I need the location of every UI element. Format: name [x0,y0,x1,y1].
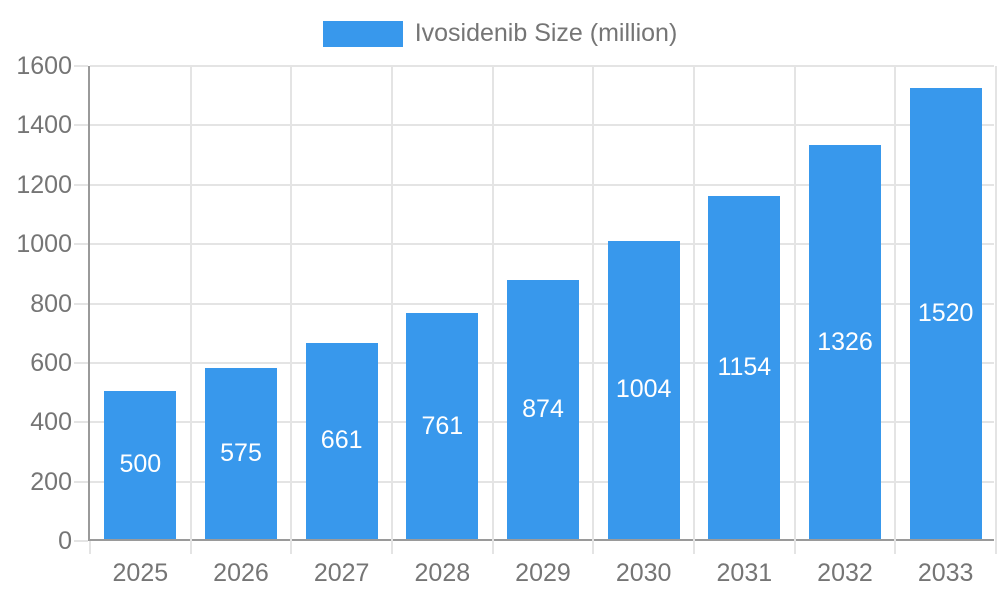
bar-value-label: 1520 [917,298,974,327]
x-gridline [995,66,997,541]
x-axis-label: 2026 [213,559,269,587]
x-gridline [693,66,695,541]
y-gridline [90,243,994,246]
bar-2028: 761 [406,313,479,539]
bar-2032: 1326 [809,145,881,539]
x-gridline [793,66,796,541]
y-axis-tick [74,540,88,542]
plot-area: 0 200 400 600 800 1000 1200 1400 1600 500 2025 575 2… [16,52,997,587]
y-axis-tick [74,421,88,424]
x-axis-tick [491,541,494,554]
bar-2029: 874 [507,279,579,539]
bar-value-label: 575 [220,439,262,468]
legend-item[interactable]: Ivosidenib Size (million) [322,19,678,48]
x-axis-tick [89,541,91,554]
y-axis-tick [74,65,88,67]
bar-2030: 1004 [607,240,680,539]
legend: Ivosidenib Size (million) [0,19,1000,48]
y-axis-tick [74,243,88,246]
y-axis-label: 1600 [16,52,72,80]
bar-2025: 500 [104,390,177,539]
y-axis-tick [74,480,88,483]
x-axis-label: 2025 [112,559,169,587]
y-axis-tick [74,361,88,364]
x-axis-tick [995,541,997,554]
x-axis-label: 2028 [414,559,471,587]
x-gridline [189,66,192,541]
x-axis-label: 2032 [817,559,873,587]
bar-value-label: 1004 [615,375,672,404]
x-axis-tick [391,541,393,554]
x-axis-tick [693,541,695,554]
x-axis-label: 2030 [615,559,672,587]
y-axis-label: 1400 [16,111,72,140]
x-gridline [391,66,393,541]
bar-value-label: 761 [421,411,464,440]
legend-label: Ivosidenib Size (million) [414,19,678,47]
x-axis-tick [894,541,897,554]
y-gridline [90,124,994,127]
bar-2031: 1154 [708,196,781,539]
x-axis-tick [290,541,293,554]
x-gridline [290,66,293,541]
y-axis-label: 800 [30,289,72,318]
bar-value-label: 874 [522,394,564,423]
y-gridline [90,65,994,67]
x-axis-label: 2031 [716,559,773,587]
bar-2033: 1520 [909,87,982,539]
x-axis-tick [793,541,796,554]
y-axis-label: 0 [58,527,72,555]
y-axis-label: 200 [30,467,72,496]
x-axis-label: 2033 [917,559,974,587]
legend-swatch [322,20,403,47]
y-axis-tick [74,124,88,127]
y-axis-label: 600 [30,348,72,377]
bar-value-label: 1326 [817,327,873,356]
bar-value-label: 1154 [717,353,772,382]
x-gridline [894,66,897,541]
bar-value-label: 500 [119,450,162,479]
y-axis-label: 400 [30,408,72,437]
x-axis-tick [189,541,192,554]
y-axis-label: 1000 [16,230,72,259]
x-axis-tick [592,541,595,554]
y-axis-tick [74,302,88,305]
x-gridline [491,66,494,541]
y-axis-label: 1200 [16,170,72,199]
bar-2026: 575 [205,368,277,539]
y-gridline [90,183,994,186]
x-axis-label: 2029 [515,559,571,587]
bar-value-label: 661 [320,426,363,455]
x-axis-label: 2027 [313,559,370,587]
bar-2027: 661 [305,342,378,539]
y-axis-tick [74,183,88,186]
x-gridline [592,66,595,541]
